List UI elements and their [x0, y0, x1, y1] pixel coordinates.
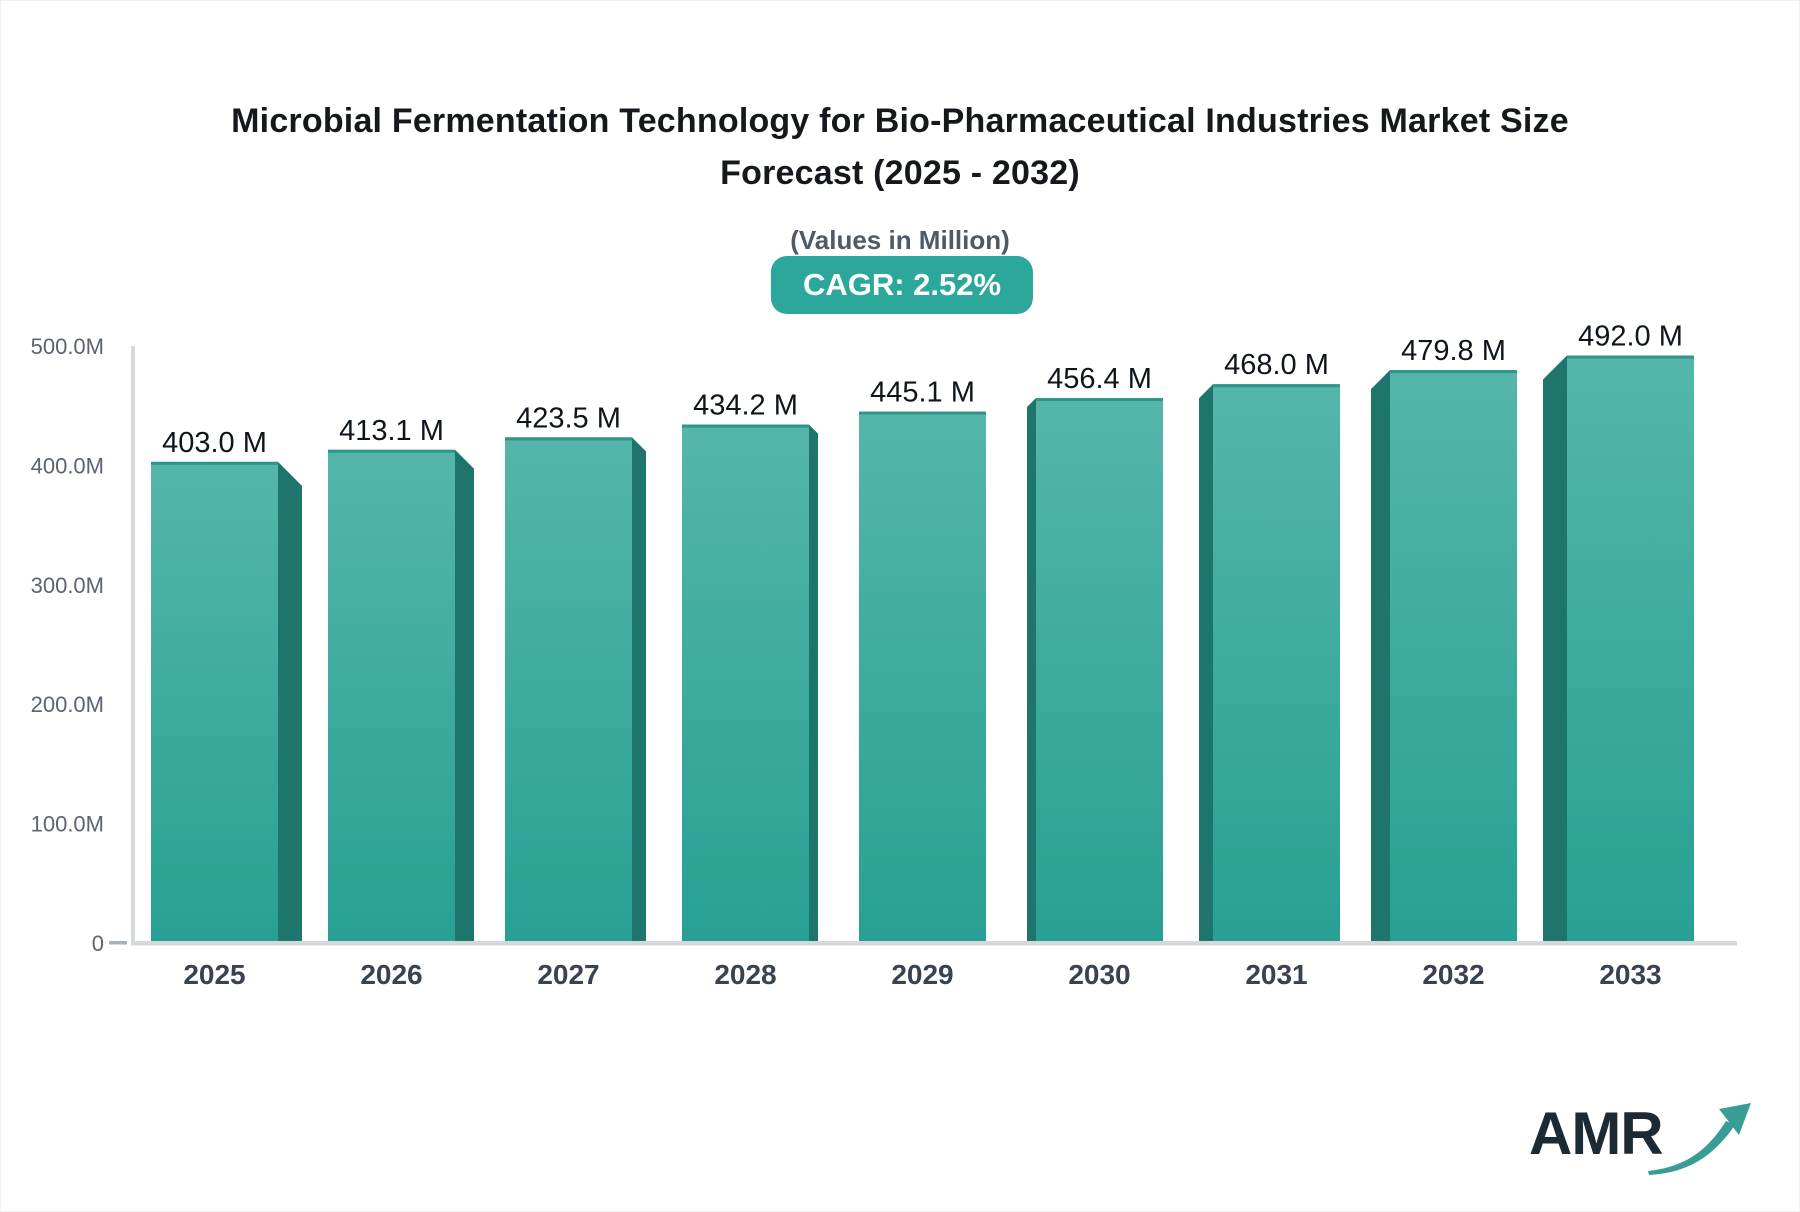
amr-logo-arrow-icon — [1648, 1103, 1751, 1175]
bar-top-edge — [682, 424, 809, 428]
x-axis-tick-label: 2030 — [1068, 959, 1130, 990]
chart-title: Microbial Fermentation Technology for Bi… — [1, 95, 1799, 199]
bar-face — [1390, 370, 1517, 945]
bar-value-label: 434.2 M — [693, 390, 798, 422]
bar-top-edge — [1036, 398, 1163, 402]
y-axis-line — [131, 346, 135, 945]
bar-value-label: 423.5 M — [516, 402, 621, 434]
amr-logo: AMR — [1529, 1091, 1751, 1181]
chart-title-line1: Microbial Fermentation Technology for Bi… — [231, 102, 1569, 140]
bar-value-label: 445.1 M — [870, 377, 975, 409]
bar-face — [1036, 398, 1163, 944]
bar-2025[interactable] — [151, 461, 302, 944]
chart-subtitle: (Values in Million) — [790, 225, 1010, 255]
bar-face — [1567, 355, 1694, 944]
bar-2033[interactable] — [1543, 355, 1694, 944]
bar-side-face — [455, 449, 474, 943]
x-axis-line — [131, 941, 1737, 946]
bar-face — [328, 449, 455, 944]
chart-title-line2: Forecast (2025 - 2032) — [720, 154, 1080, 192]
bar-face — [859, 411, 986, 944]
bar-2030[interactable] — [1027, 398, 1163, 944]
bar-top-edge — [1567, 355, 1694, 359]
bar-2028[interactable] — [682, 424, 818, 944]
bar-face — [151, 461, 278, 944]
bar-value-label: 479.8 M — [1401, 335, 1506, 367]
bar-side-face — [632, 437, 646, 943]
x-axis-tick-label: 2025 — [183, 959, 245, 990]
y-axis-tick-label: 300.0M — [31, 573, 104, 598]
bar-side-face — [1371, 370, 1390, 944]
bar-value-label: 413.1 M — [339, 415, 444, 447]
bar-2032[interactable] — [1371, 370, 1517, 945]
bar-face — [682, 424, 809, 944]
x-axis-tick-label: 2028 — [714, 959, 776, 990]
bar-top-edge — [151, 461, 278, 465]
bar-2026[interactable] — [328, 449, 474, 944]
bar-face — [1213, 384, 1340, 944]
cagr-badge: CAGR: 2.52% — [770, 256, 1034, 314]
amr-logo-text: AMR — [1529, 1100, 1664, 1167]
x-axis-tick-label: 2029 — [891, 959, 953, 990]
x-axis-tick-label: 2027 — [537, 959, 599, 990]
bar-side-face — [278, 461, 302, 943]
bar-side-face — [809, 424, 818, 943]
x-axis-tick-label: 2032 — [1422, 959, 1484, 990]
zero-tick-dash — [109, 941, 127, 945]
y-axis-tick-label: 100.0M — [31, 812, 104, 837]
y-axis-tick-label: 400.0M — [31, 453, 104, 478]
bar-top-edge — [1213, 384, 1340, 388]
y-axis-tick-label: 0 — [92, 931, 104, 956]
bar-top-edge — [328, 449, 455, 453]
y-axis-tick-label: 500.0M — [31, 334, 104, 359]
bar-top-edge — [859, 411, 986, 415]
y-axis-tick-label: 200.0M — [31, 692, 104, 717]
bar-2027[interactable] — [505, 437, 646, 944]
bar-side-face — [1199, 384, 1213, 943]
bar-2031[interactable] — [1199, 384, 1340, 944]
bar-face — [505, 437, 632, 944]
x-axis-tick-label: 2026 — [360, 959, 422, 990]
x-axis-tick-label: 2033 — [1599, 959, 1661, 990]
bar-value-label: 468.0 M — [1224, 349, 1329, 381]
bar-value-label: 456.4 M — [1047, 363, 1152, 395]
bar-value-label: 403.0 M — [162, 427, 267, 459]
bar-2029[interactable] — [859, 411, 986, 944]
x-axis-tick-label: 2031 — [1245, 959, 1307, 990]
bar-top-edge — [505, 437, 632, 441]
bar-side-face — [1543, 355, 1567, 943]
bar-value-label: 492.0 M — [1578, 321, 1683, 353]
bar-side-face — [1027, 398, 1036, 943]
bar-top-edge — [1390, 370, 1517, 374]
